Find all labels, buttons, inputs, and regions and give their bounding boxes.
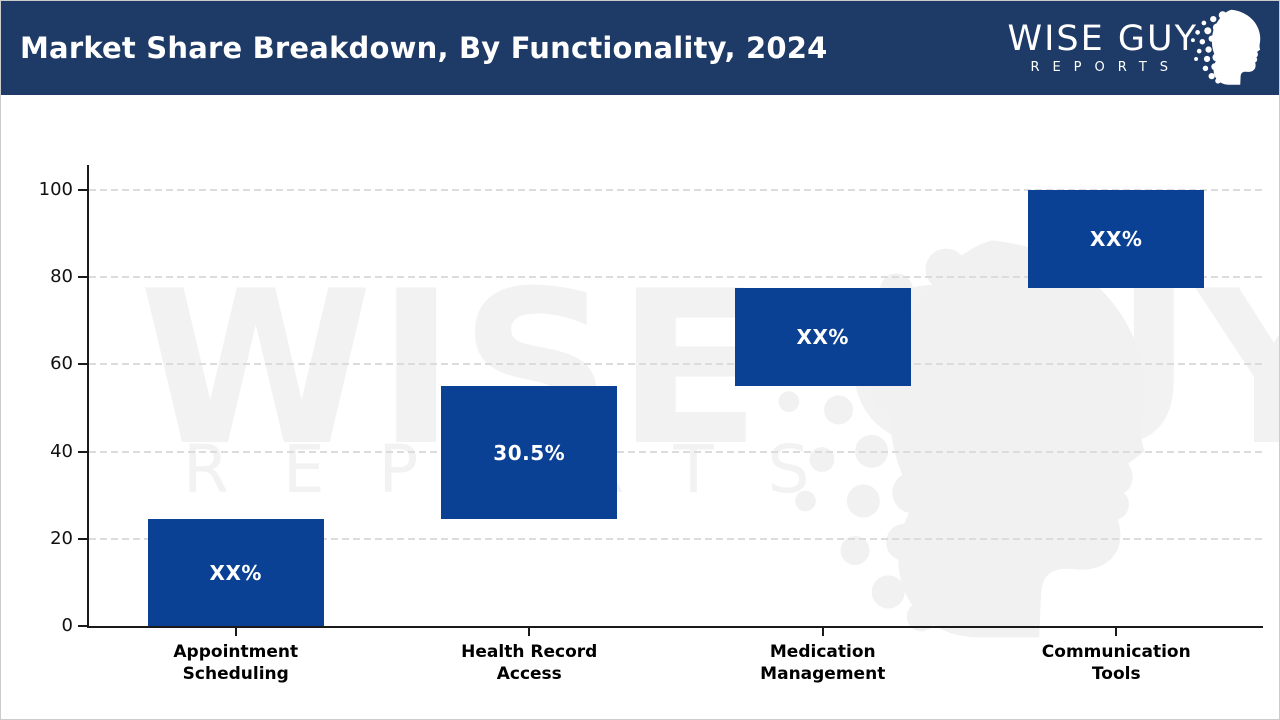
brand-subname: REPORTS	[1030, 59, 1182, 75]
y-tick-label: 100	[38, 179, 73, 200]
y-tick-label: 0	[61, 615, 73, 636]
x-axis-labels: Appointment Scheduling Health Record Acce…	[89, 626, 1263, 716]
x-tick-mark	[821, 627, 824, 636]
y-tick-mark	[78, 450, 87, 453]
bar-segment: 30.5%	[441, 386, 618, 520]
y-tick-mark	[78, 625, 87, 627]
gridline	[89, 276, 1263, 279]
y-tick-label: 40	[50, 440, 73, 462]
bar-segment: XX%	[734, 288, 911, 387]
header-bar: Market Share Breakdown, By Functionality…	[1, 1, 1279, 95]
y-tick-mark	[78, 537, 87, 540]
gridline	[89, 537, 1263, 540]
x-category-label: Medication Management	[760, 642, 886, 684]
plot-area: XX% 30.5% XX% XX%	[78, 165, 1263, 628]
y-axis-labels: 0 20 40 60 80 100	[1, 181, 73, 635]
x-tick-mark	[234, 627, 237, 636]
brand-logo: WISE GUY REPORTS	[1007, 6, 1268, 90]
page-title: Market Share Breakdown, By Functionality…	[20, 30, 828, 65]
y-axis-spine	[87, 165, 89, 627]
y-tick-label: 20	[50, 527, 73, 549]
x-category-label: Appointment Scheduling	[173, 642, 299, 684]
x-axis-spine	[87, 626, 1263, 628]
bar-segment: XX%	[147, 519, 324, 626]
x-tick-mark	[528, 627, 531, 636]
gridline	[89, 450, 1263, 453]
bar-value-label: XX%	[1090, 227, 1143, 252]
y-tick-label: 60	[50, 353, 73, 375]
y-tick-label: 80	[50, 266, 73, 288]
y-tick-mark	[78, 189, 87, 191]
bar-value-label: XX%	[796, 325, 849, 350]
brand-logo-text: WISE GUY REPORTS	[1007, 18, 1198, 75]
gridline	[89, 189, 1263, 191]
x-category-label: Communication Tools	[1041, 642, 1191, 684]
bar-segment: XX%	[1028, 190, 1205, 289]
x-tick-mark	[1115, 627, 1118, 636]
logo-face-icon	[1190, 9, 1261, 85]
brand-name: WISE GUY	[1007, 18, 1198, 59]
bar-value-label: 30.5%	[493, 440, 566, 465]
y-tick-mark	[78, 276, 87, 279]
x-category-label: Health Record Access	[461, 642, 598, 684]
gridline	[89, 363, 1263, 366]
y-tick-mark	[78, 363, 87, 366]
bar-value-label: XX%	[209, 560, 262, 585]
